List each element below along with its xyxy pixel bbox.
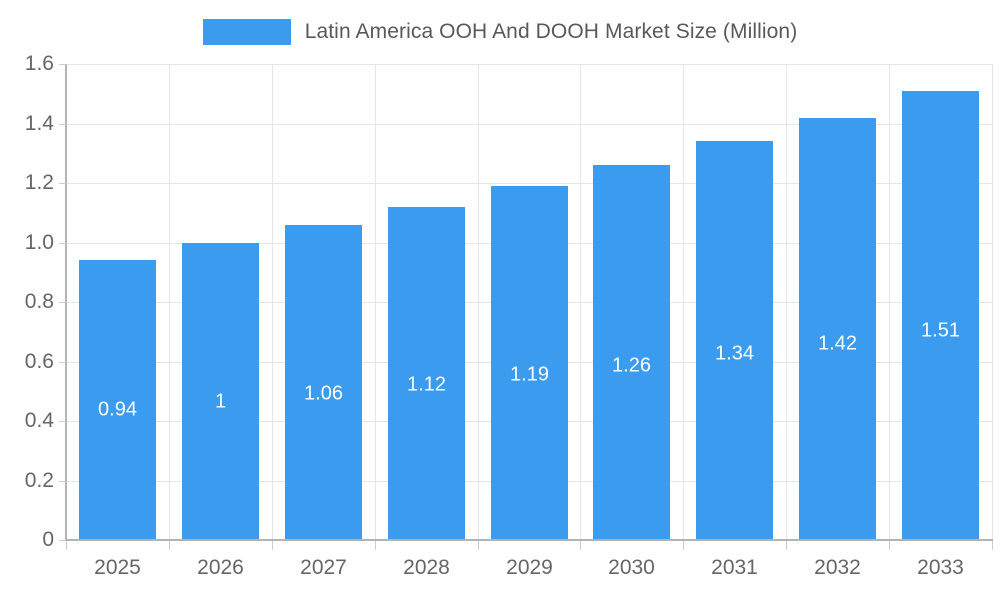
y-axis-tick-label: 0.2	[24, 468, 54, 492]
bar[interactable]: 1.06	[285, 224, 362, 540]
legend-label[interactable]: Latin America OOH And DOOH Market Size (…	[304, 20, 798, 43]
x-axis-tick-mark	[889, 541, 890, 550]
y-axis-tick-label: 1.2	[24, 171, 54, 194]
y-axis-tick-label: 1.4	[24, 111, 54, 135]
gridline-vertical	[683, 64, 684, 540]
bar[interactable]: 1.19	[491, 185, 568, 540]
x-axis-tick-mark	[375, 541, 376, 550]
bar-value-label: 1	[214, 390, 227, 412]
x-axis-tick-label: 2031	[711, 556, 758, 579]
bar-value-label: 1.19	[510, 363, 549, 386]
y-axis-tick-label: 0.8	[24, 290, 54, 313]
x-axis-tick-mark	[272, 541, 273, 550]
gridline-vertical	[889, 64, 890, 540]
x-axis-tick-label: 2026	[197, 556, 244, 579]
gridline-vertical	[169, 64, 170, 540]
x-axis-tick-label: 2028	[403, 556, 450, 579]
x-axis-tick-mark	[169, 541, 170, 550]
gridline-horizontal	[66, 64, 992, 65]
bar-value-label: 1.42	[818, 332, 857, 355]
gridline-horizontal	[66, 123, 992, 125]
gridline-vertical	[375, 64, 376, 540]
x-axis-tick-mark	[580, 541, 581, 550]
gridline-vertical	[580, 64, 581, 540]
x-axis-tick-mark	[786, 541, 787, 550]
bar[interactable]: 1.51	[902, 90, 979, 540]
x-axis-tick-label: 2032	[814, 556, 861, 579]
chart-legend: Latin America OOH And DOOH Market Size (…	[0, 14, 1000, 50]
x-axis-tick-mark	[66, 541, 67, 550]
bar-value-label: 0.94	[98, 398, 137, 421]
gridline-vertical	[786, 64, 787, 540]
gridline-vertical	[478, 64, 479, 540]
y-axis-line	[65, 64, 67, 541]
y-axis-tick-label: 0	[42, 528, 54, 551]
bar-value-label: 1.51	[921, 319, 960, 342]
x-axis-tick-label: 2030	[608, 556, 655, 579]
x-axis-tick-mark	[992, 541, 993, 550]
bar-value-label: 1.12	[407, 373, 446, 396]
x-axis-line	[66, 539, 993, 541]
bar[interactable]: 1.42	[799, 117, 876, 540]
bar[interactable]: 1.34	[696, 141, 773, 540]
bar[interactable]: 1.26	[593, 165, 670, 540]
y-axis-tick-label: 1.0	[24, 230, 54, 254]
legend-swatch-icon[interactable]	[202, 19, 291, 45]
gridline-horizontal	[66, 183, 992, 184]
x-axis-tick-mark	[478, 541, 479, 550]
y-axis-tick-label: 1.6	[24, 52, 54, 75]
x-axis-tick-label: 2025	[94, 556, 141, 579]
gridline-vertical	[992, 64, 993, 540]
bar-value-label: 1.26	[612, 354, 651, 377]
bar[interactable]: 1.12	[388, 206, 465, 540]
y-axis-tick-label: 0.4	[24, 409, 54, 432]
x-axis-labels: 2025 2026 2027 2028 2029 2030 2031 2032 2033	[66, 556, 992, 590]
bar[interactable]: 1	[182, 242, 259, 540]
x-axis-tick-label: 2029	[506, 556, 553, 579]
x-axis-tick-label: 2033	[917, 556, 964, 579]
y-axis-tick-label: 0.6	[24, 349, 54, 373]
bar-value-label: 1.06	[304, 382, 343, 405]
gridline-vertical	[272, 64, 273, 540]
x-axis-tick-mark	[683, 541, 684, 550]
bar-value-label: 1.34	[715, 342, 754, 365]
x-axis-tick-label: 2027	[300, 556, 347, 579]
bar[interactable]: 0.94	[79, 260, 156, 540]
plot-area: 0.94 1 1.06 1.12 1.19 1.26 1.34 1.42 1.51	[66, 64, 993, 541]
